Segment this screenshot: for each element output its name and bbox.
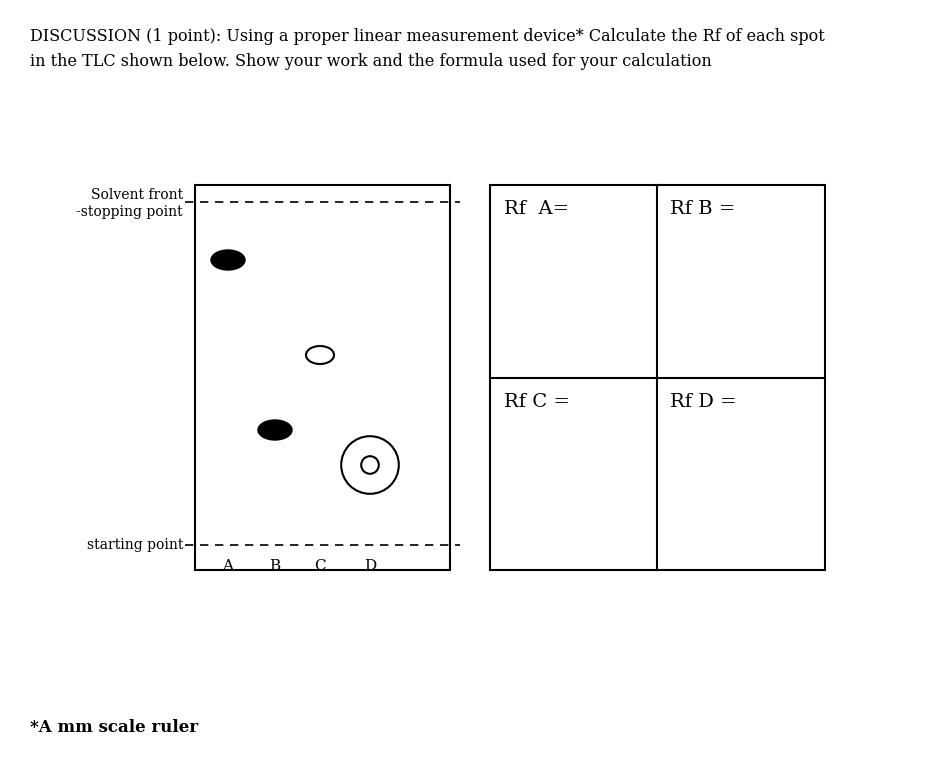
Text: DISCUSSION (1 point): Using a proper linear measurement device* Calculate the Rf: DISCUSSION (1 point): Using a proper lin… <box>30 28 825 70</box>
Text: Rf B =: Rf B = <box>670 200 736 218</box>
Text: *A mm scale ruler: *A mm scale ruler <box>30 719 198 736</box>
Text: Rf  A=: Rf A= <box>504 200 569 218</box>
Text: Rf C =: Rf C = <box>504 393 570 411</box>
Text: Rf D =: Rf D = <box>670 393 737 411</box>
Bar <box>195 185 450 570</box>
Text: A: A <box>223 559 233 573</box>
Text: C: C <box>314 559 326 573</box>
Text: Solvent front
-stopping point: Solvent front -stopping point <box>77 188 183 220</box>
Ellipse shape <box>211 250 245 270</box>
Ellipse shape <box>258 420 292 440</box>
Bar <box>490 185 825 570</box>
Text: B: B <box>269 559 281 573</box>
Text: starting point: starting point <box>86 538 183 552</box>
Text: D: D <box>364 559 376 573</box>
